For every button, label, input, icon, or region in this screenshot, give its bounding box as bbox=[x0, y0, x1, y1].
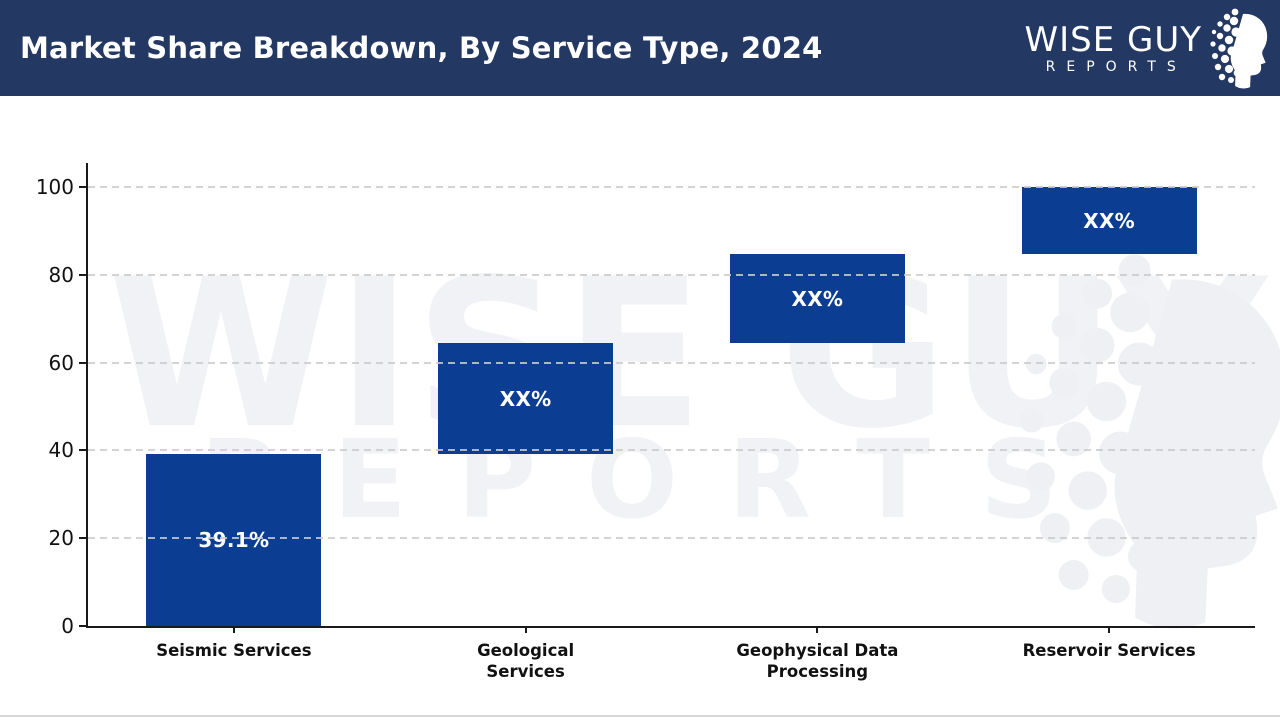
x-category-label: Seismic Services bbox=[156, 641, 312, 660]
x-category-label: Reservoir Services bbox=[1022, 641, 1196, 660]
x-axis-tick bbox=[524, 626, 527, 633]
y-axis-tick bbox=[79, 361, 87, 364]
y-tick-label: 60 bbox=[48, 350, 74, 375]
y-axis-tick bbox=[79, 625, 87, 627]
x-axis-line bbox=[86, 626, 1255, 628]
gridline-40 bbox=[88, 449, 1255, 452]
gridline-20 bbox=[88, 537, 1255, 540]
y-axis-tick bbox=[79, 186, 87, 188]
x-axis-tick bbox=[232, 626, 235, 633]
y-tick-label: 80 bbox=[48, 262, 74, 287]
wise-guy-logo: WISE GUY REPORTS bbox=[1024, 6, 1270, 90]
bar-value-label: XX% bbox=[791, 286, 844, 311]
chart-title: Market Share Breakdown, By Service Type,… bbox=[20, 31, 823, 65]
bar-geophysical-data-processing: XX% bbox=[729, 254, 905, 344]
bar-seismic-services: 39.1% bbox=[146, 454, 322, 626]
logo-subtitle: REPORTS bbox=[1045, 58, 1187, 75]
bar-value-label: XX% bbox=[1083, 208, 1135, 233]
gridline-80 bbox=[88, 273, 1255, 276]
x-axis-tick bbox=[1108, 626, 1111, 633]
y-axis-tick bbox=[79, 449, 87, 452]
y-tick-label: 100 bbox=[35, 175, 74, 199]
x-category-label: Geophysical Data Processing bbox=[736, 641, 899, 681]
y-tick-label: 40 bbox=[48, 438, 74, 463]
plot-layer: 39.1% XX% XX% XX% 0 20 40 60 80 100 Seismic Servi… bbox=[0, 96, 1280, 716]
head-profile-icon bbox=[1210, 8, 1268, 89]
x-category-label: Geological Services bbox=[477, 641, 575, 681]
bar-value-label: 39.1% bbox=[198, 528, 270, 553]
y-axis-tick bbox=[79, 273, 87, 276]
watermark-subtitle: REPORTS bbox=[200, 418, 1108, 543]
y-tick-label: 20 bbox=[48, 526, 74, 551]
gridline-100 bbox=[88, 186, 1255, 188]
x-axis-tick bbox=[816, 626, 819, 633]
plot-area: 39.1% XX% XX% XX% bbox=[79, 163, 1255, 633]
y-axis-tick bbox=[79, 537, 87, 540]
bar-geological-services: XX% bbox=[438, 343, 614, 455]
bar-value-label: XX% bbox=[499, 386, 552, 411]
bottom-divider bbox=[0, 715, 1280, 717]
watermark-head-icon bbox=[1019, 254, 1280, 629]
logo-text: WISE GUY REPORTS bbox=[1024, 23, 1202, 74]
bar-reservoir-services: XX% bbox=[1021, 187, 1197, 255]
header-bar: Market Share Breakdown, By Service Type,… bbox=[0, 0, 1280, 96]
y-tick-label: 0 bbox=[61, 614, 74, 638]
gridline-60 bbox=[88, 361, 1255, 364]
logo-wordmark: WISE GUY bbox=[1024, 19, 1202, 60]
chart-canvas: WISE GUY REPORTS 39.1% XX% XX% XX% 0 20 40 60 8… bbox=[0, 96, 1280, 716]
y-axis-line bbox=[86, 163, 88, 626]
